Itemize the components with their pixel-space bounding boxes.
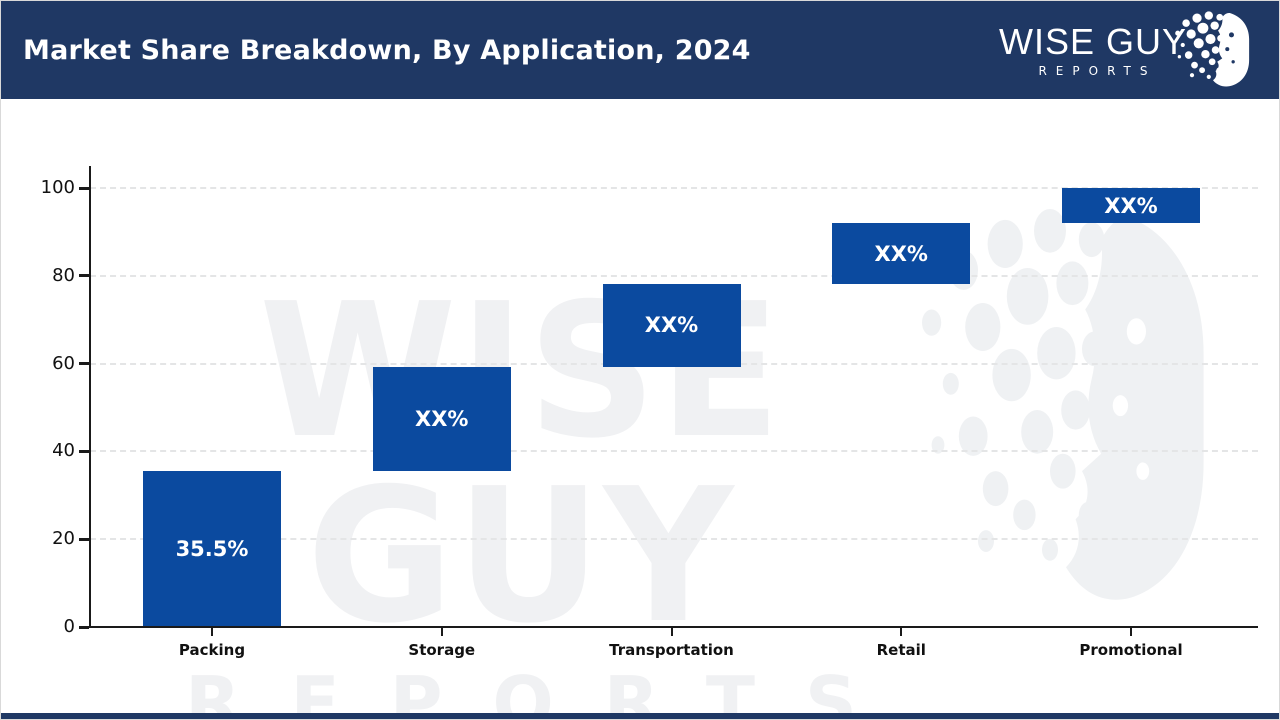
y-tick-label: 80 (52, 264, 75, 286)
x-category-label: Retail (876, 641, 926, 659)
bar-value-label: XX% (644, 313, 699, 338)
bar-packing: 35.5% (143, 471, 281, 627)
x-category-label: Packing (178, 641, 246, 659)
gridline-100 (90, 187, 1258, 189)
x-category-label: Promotional (1079, 641, 1183, 659)
wiseguy-logo: WISE GUY REPORTS (999, 11, 1255, 89)
x-tick-storage (440, 628, 443, 636)
y-tick-label: 100 (40, 177, 75, 198)
chart-title: Market Share Breakdown, By Application, … (23, 34, 751, 66)
y-tick-label: 0 (63, 616, 75, 637)
logo-face-icon (1175, 11, 1250, 87)
y-axis-line (89, 166, 91, 628)
y-tick-100 (79, 186, 89, 190)
logo-reports-label: REPORTS (1038, 63, 1157, 78)
y-tick-label: 20 (52, 528, 75, 550)
bar-value-label: 35.5% (175, 537, 249, 562)
bar-transportation: XX% (602, 284, 741, 367)
gridline-20 (90, 538, 1258, 541)
logo-wiseguy-label: WISE GUY (998, 20, 1187, 62)
x-tick-transportation (670, 628, 673, 636)
y-tick-80 (79, 274, 89, 278)
gridline-40 (90, 450, 1258, 453)
x-tick-promotional (1130, 628, 1132, 636)
bar-value-label: XX% (415, 406, 469, 431)
x-tick-packing (211, 628, 213, 636)
x-axis-line (86, 626, 1258, 628)
x-category-label: Storage (408, 641, 476, 659)
gridline-80 (90, 274, 1258, 277)
y-tick-40 (79, 449, 89, 453)
bar-retail: XX% (832, 223, 971, 285)
y-tick-label: 60 (52, 352, 75, 374)
bar-value-label: XX% (1104, 193, 1158, 218)
y-tick-20 (79, 537, 89, 541)
bar-promotional: XX% (1062, 188, 1200, 224)
y-tick-0 (79, 625, 89, 629)
x-category-label: Transportation (609, 641, 734, 659)
y-tick-60 (79, 362, 89, 366)
header: Market Share Breakdown, By Application, … (1, 1, 1279, 99)
bar-value-label: XX% (874, 241, 928, 266)
footer-bar (1, 713, 1279, 719)
x-tick-retail (900, 628, 903, 636)
y-tick-label: 40 (52, 440, 75, 462)
logo-text: WISE GUY REPORTS (998, 20, 1187, 78)
bar-storage: XX% (372, 366, 511, 472)
